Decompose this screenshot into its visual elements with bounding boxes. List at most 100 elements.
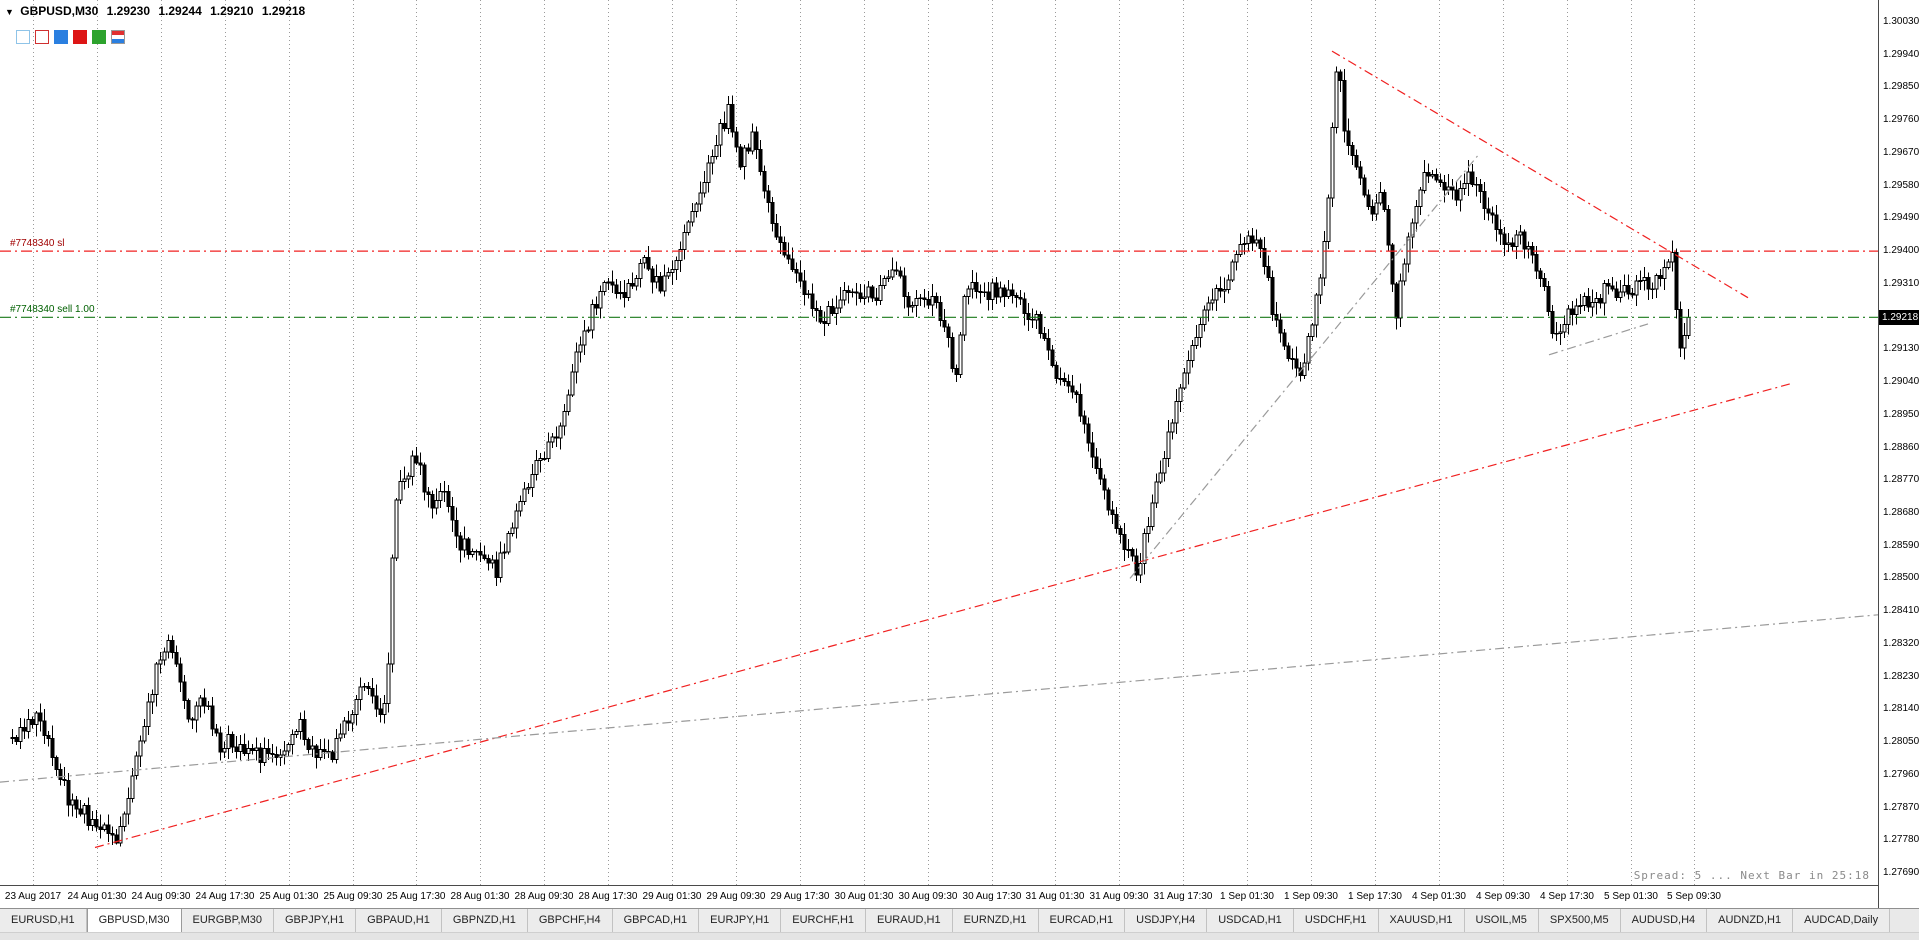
tab-eurnzd-h1[interactable]: EURNZD,H1 (952, 909, 1039, 932)
price-axis-label: 1.29670 (1883, 147, 1919, 158)
price-axis-label: 1.28680 (1883, 507, 1919, 518)
tab-euraud-h1[interactable]: EURAUD,H1 (866, 909, 953, 932)
ascending-gray-steep (1129, 152, 1481, 579)
tab-audcad-daily[interactable]: AUDCAD,Daily (1793, 909, 1891, 932)
tab-eurcad-h1[interactable]: EURCAD,H1 (1038, 909, 1126, 932)
tab-usdjpy-h4[interactable]: USDJPY,H4 (1125, 909, 1208, 932)
quote-open: 1.29230 (106, 4, 151, 18)
price-axis-label: 1.29040 (1883, 376, 1919, 387)
candlestick-chart[interactable]: 23 Aug 2017 24 Aug 01:30 24 Aug 09:30 24 Au… (0, 0, 1878, 908)
price-axis-label: 1.28140 (1883, 703, 1919, 714)
price-axis-label: 1.27690 (1883, 867, 1919, 878)
ascending-gray-shallow (0, 614, 1878, 783)
tab-usdchf-h1[interactable]: USDCHF,H1 (1293, 909, 1379, 932)
tab-gbpnzd-h1[interactable]: GBPNZD,H1 (441, 909, 528, 932)
time-axis: 23 Aug 2017 24 Aug 01:30 24 Aug 09:30 24 Au… (5, 891, 1721, 902)
price-axis-label: 1.27960 (1883, 769, 1919, 780)
price-axis-label: 1.29940 (1883, 49, 1919, 60)
swatch-striped-icon[interactable] (111, 30, 125, 44)
time-axis-label: 31 Aug 09:30 (1090, 891, 1149, 902)
time-axis-label: 23 Aug 2017 (5, 891, 62, 902)
tab-spx500-m5[interactable]: SPX500,M5 (1538, 909, 1621, 932)
price-axis-label: 1.27870 (1883, 802, 1919, 813)
price-axis-label: 1.28500 (1883, 572, 1919, 583)
time-axis-label: 5 Sep 09:30 (1667, 891, 1721, 902)
tab-eurjpy-h1[interactable]: EURJPY,H1 (699, 909, 782, 932)
time-axis-label: 5 Sep 01:30 (1604, 891, 1658, 902)
price-axis-label: 1.28770 (1883, 474, 1919, 485)
gridlines (33, 0, 1695, 885)
price-axis-label: 1.28950 (1883, 409, 1919, 420)
price-axis-label: 1.30030 (1883, 16, 1919, 27)
price-axis-label: 1.29850 (1883, 81, 1919, 92)
price-axis-label: 1.28050 (1883, 736, 1919, 747)
swatch-solid-red-icon[interactable] (73, 30, 87, 44)
price-axis-label: 1.29580 (1883, 180, 1919, 191)
price-axis-label: 1.28860 (1883, 442, 1919, 453)
time-axis-label: 24 Aug 01:30 (68, 891, 127, 902)
tab-usoil-m5[interactable]: USOIL,M5 (1464, 909, 1539, 932)
price-axis-label: 1.29310 (1883, 278, 1919, 289)
price-axis-label: 1.28590 (1883, 540, 1919, 551)
tab-eurusd-h1[interactable]: EURUSD,H1 (0, 909, 87, 932)
trendlines[interactable] (0, 50, 1878, 849)
current-price-badge: 1.29218 (1879, 310, 1919, 325)
ascending-support-red (94, 383, 1791, 849)
time-axis-label: 1 Sep 01:30 (1220, 891, 1274, 902)
tab-gbpjpy-h1[interactable]: GBPJPY,H1 (274, 909, 357, 932)
tab-usdcad-h1[interactable]: USDCAD,H1 (1207, 909, 1294, 932)
time-axis-label: 29 Aug 09:30 (707, 891, 766, 902)
tab-gbpcad-h1[interactable]: GBPCAD,H1 (612, 909, 700, 932)
price-axis-label: 1.27780 (1883, 834, 1919, 845)
quote-close: 1.29218 (261, 4, 306, 18)
time-axis-label: 28 Aug 17:30 (579, 891, 638, 902)
time-axis-label: 29 Aug 17:30 (771, 891, 830, 902)
candles (10, 66, 1691, 847)
time-axis-label: 28 Aug 09:30 (515, 891, 574, 902)
price-axis-label: 1.28410 (1883, 605, 1919, 616)
time-axis-label: 25 Aug 01:30 (260, 891, 319, 902)
swatch-outline-blue-icon[interactable] (16, 30, 30, 44)
sell-order-label[interactable]: #7748340 sell 1.00 (10, 304, 95, 315)
price-axis-label: 1.28320 (1883, 638, 1919, 649)
time-axis-label: 4 Sep 17:30 (1540, 891, 1594, 902)
swatch-solid-green-icon[interactable] (92, 30, 106, 44)
object-color-toolbar (16, 30, 125, 44)
time-axis-label: 1 Sep 09:30 (1284, 891, 1338, 902)
order-lines[interactable] (0, 250, 1878, 318)
time-axis-label: 31 Aug 01:30 (1026, 891, 1085, 902)
chart-region[interactable]: 23 Aug 2017 24 Aug 01:30 24 Aug 09:30 24 Au… (0, 0, 1878, 908)
time-axis-label: 1 Sep 17:30 (1348, 891, 1402, 902)
swatch-outline-red-icon[interactable] (35, 30, 49, 44)
chart-ohlc-header: ▼ GBPUSD,M30 1.29230 1.29244 1.29210 1.2… (5, 4, 310, 18)
price-axis[interactable]: 1.29218 1.30030 1.29940 1.29850 1.29760 1.29… (1878, 0, 1919, 908)
minor-gray-support (1548, 323, 1649, 356)
time-axis-label: 25 Aug 17:30 (387, 891, 446, 902)
swatch-solid-blue-icon[interactable] (54, 30, 68, 44)
tab-audusd-h4[interactable]: AUDUSD,H4 (1620, 909, 1708, 932)
stop-loss-label[interactable]: #7748340 sl (10, 238, 65, 249)
price-axis-label: 1.29400 (1883, 245, 1919, 256)
tab-gbpchf-h4[interactable]: GBPCHF,H4 (527, 909, 613, 932)
tab-audnzd-h1[interactable]: AUDNZD,H1 (1707, 909, 1794, 932)
time-axis-label: 31 Aug 17:30 (1154, 891, 1213, 902)
descending-resistance-red (1331, 50, 1749, 299)
time-axis-label: 4 Sep 09:30 (1476, 891, 1530, 902)
time-axis-label: 29 Aug 01:30 (643, 891, 702, 902)
chart-symbol: GBPUSD,M30 (20, 4, 99, 18)
quote-low: 1.29210 (210, 4, 254, 18)
chart-tab-bar: EURUSD,H1 GBPUSD,M30 EURGBP,M30 GBPJPY,H1 GB… (0, 908, 1919, 932)
tab-xauusd-h1[interactable]: XAUUSD,H1 (1378, 909, 1465, 932)
price-axis-label: 1.29760 (1883, 114, 1919, 125)
time-axis-label: 30 Aug 09:30 (899, 891, 958, 902)
tab-eurchf-h1[interactable]: EURCHF,H1 (781, 909, 867, 932)
chart-dropdown-icon[interactable]: ▼ (5, 7, 14, 17)
time-axis-label: 28 Aug 01:30 (451, 891, 510, 902)
spread-countdown-text: Spread: 5 ... Next Bar in 25:18 (1633, 869, 1870, 882)
tab-gbpusd-m30[interactable]: GBPUSD,M30 (86, 909, 182, 932)
tab-eurgbp-m30[interactable]: EURGBP,M30 (181, 909, 274, 932)
tab-gbpaud-h1[interactable]: GBPAUD,H1 (356, 909, 442, 932)
price-axis-label: 1.29130 (1883, 343, 1919, 354)
time-axis-label: 30 Aug 01:30 (835, 891, 894, 902)
time-axis-label: 24 Aug 09:30 (132, 891, 191, 902)
